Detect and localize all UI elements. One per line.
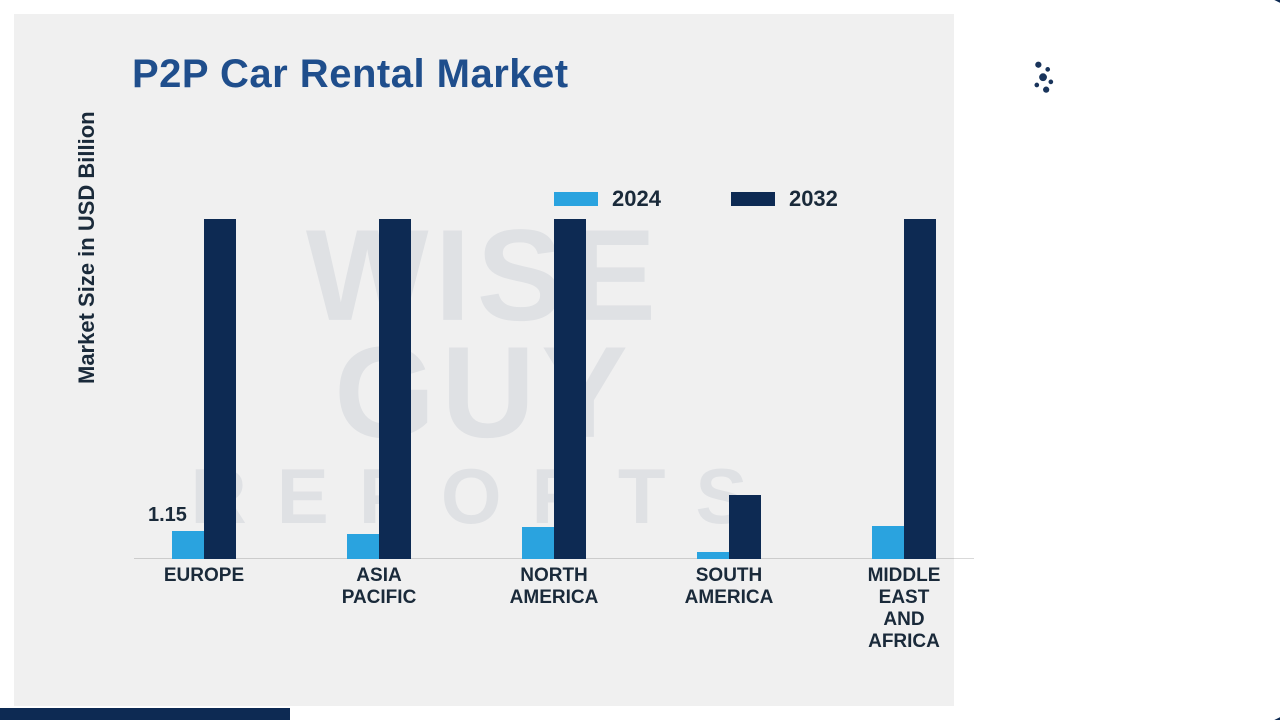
category-label: NORTHAMERICA xyxy=(474,565,634,609)
bar-group: ASIAPACIFIC xyxy=(319,219,439,559)
legend-swatch-2024 xyxy=(554,192,598,206)
bar-chart: EUROPEASIAPACIFICNORTHAMERICASOUTHAMERIC… xyxy=(134,214,974,559)
legend: 2024 2032 xyxy=(554,186,838,212)
category-label: EUROPE xyxy=(124,565,284,587)
legend-item-2032: 2032 xyxy=(731,186,838,212)
bar-group: MIDDLEEASTANDAFRICA xyxy=(844,219,964,559)
value-label: 1.15 xyxy=(148,504,187,527)
chart-panel: WISE GUY REPORTS P2P Car Rental Market 2… xyxy=(14,14,954,706)
bar xyxy=(522,527,554,559)
bar xyxy=(729,495,761,559)
logo-top: WISE GUY xyxy=(1060,26,1256,68)
bar xyxy=(379,219,411,559)
bottom-accent-bar xyxy=(0,708,290,720)
category-label: SOUTHAMERICA xyxy=(649,565,809,609)
category-label: MIDDLEEASTANDAFRICA xyxy=(824,565,984,652)
head-icon xyxy=(990,46,1068,124)
bar xyxy=(347,534,379,559)
bar xyxy=(904,219,936,559)
chart-title: P2P Car Rental Market xyxy=(132,52,569,97)
bar xyxy=(554,219,586,559)
legend-swatch-2032 xyxy=(731,192,775,206)
stage: WISE GUY REPORTS P2P Car Rental Market 2… xyxy=(0,0,1280,720)
bar-group: NORTHAMERICA xyxy=(494,219,614,559)
bar xyxy=(697,552,729,559)
bar xyxy=(872,526,904,559)
legend-item-2024: 2024 xyxy=(554,186,661,212)
y-axis-label: Market Size in USD Billion xyxy=(74,111,100,384)
legend-label-2024: 2024 xyxy=(612,186,661,212)
bar xyxy=(172,531,204,559)
brand-logo: WISE GUY REPORTS xyxy=(1060,26,1256,81)
bar xyxy=(204,219,236,559)
bar-group: SOUTHAMERICA xyxy=(669,495,789,559)
legend-label-2032: 2032 xyxy=(789,186,838,212)
category-label: ASIAPACIFIC xyxy=(299,565,459,609)
